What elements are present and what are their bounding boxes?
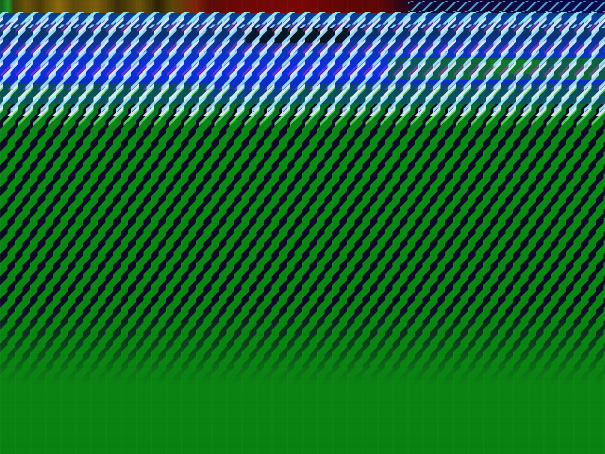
bright-green-square-artifact	[490, 60, 540, 74]
green-wash-gradient-artifact	[0, 82, 605, 120]
dark-streak-artifact	[246, 27, 350, 43]
top-strip-band	[0, 0, 605, 13]
green-region-band	[0, 110, 605, 454]
